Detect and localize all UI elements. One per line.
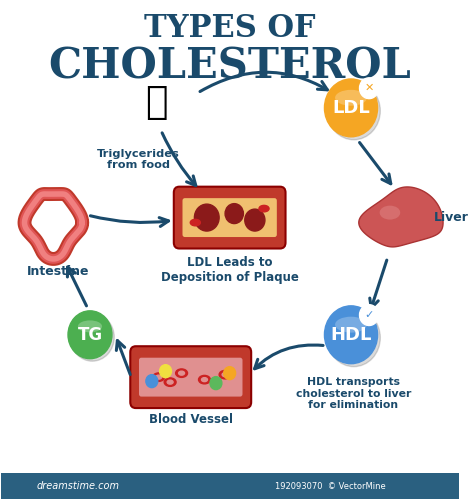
Circle shape bbox=[325, 79, 378, 137]
Ellipse shape bbox=[201, 378, 208, 382]
Text: 192093070  © VectorMine: 192093070 © VectorMine bbox=[275, 482, 386, 491]
Ellipse shape bbox=[259, 206, 269, 212]
Circle shape bbox=[225, 204, 244, 224]
Text: Triglycerides
from food: Triglycerides from food bbox=[97, 149, 180, 171]
Circle shape bbox=[210, 376, 222, 390]
Ellipse shape bbox=[155, 375, 162, 379]
FancyBboxPatch shape bbox=[182, 198, 277, 237]
Ellipse shape bbox=[380, 206, 400, 220]
Circle shape bbox=[68, 311, 112, 358]
Ellipse shape bbox=[176, 369, 188, 378]
Ellipse shape bbox=[219, 370, 231, 379]
Text: HDL transports
cholesterol to liver
for elimination: HDL transports cholesterol to liver for … bbox=[296, 377, 411, 410]
Ellipse shape bbox=[153, 373, 164, 382]
Circle shape bbox=[70, 314, 114, 361]
Text: TYPES OF: TYPES OF bbox=[144, 13, 315, 44]
FancyBboxPatch shape bbox=[139, 358, 243, 397]
Ellipse shape bbox=[167, 380, 173, 384]
Circle shape bbox=[146, 374, 158, 388]
Text: Intestine: Intestine bbox=[27, 265, 89, 278]
FancyBboxPatch shape bbox=[130, 346, 251, 408]
FancyBboxPatch shape bbox=[0, 474, 459, 500]
Circle shape bbox=[224, 366, 236, 380]
Circle shape bbox=[327, 309, 380, 366]
Text: HDL: HDL bbox=[330, 326, 372, 344]
Text: LDL: LDL bbox=[332, 99, 370, 117]
Ellipse shape bbox=[222, 372, 228, 376]
Circle shape bbox=[245, 209, 265, 231]
Text: 🍔: 🍔 bbox=[145, 85, 168, 121]
Text: TG: TG bbox=[77, 326, 102, 344]
Text: ✕: ✕ bbox=[365, 83, 374, 93]
Text: Blood Vessel: Blood Vessel bbox=[149, 413, 233, 426]
Ellipse shape bbox=[179, 371, 184, 375]
Text: dreamstime.com: dreamstime.com bbox=[37, 482, 120, 492]
FancyBboxPatch shape bbox=[174, 186, 285, 248]
Text: ✓: ✓ bbox=[365, 310, 374, 320]
Text: LDL Leads to
Deposition of Plaque: LDL Leads to Deposition of Plaque bbox=[161, 256, 299, 284]
Ellipse shape bbox=[164, 378, 176, 386]
Circle shape bbox=[359, 304, 379, 326]
Text: CHOLESTEROL: CHOLESTEROL bbox=[48, 46, 411, 88]
Circle shape bbox=[359, 78, 379, 98]
Ellipse shape bbox=[199, 376, 210, 384]
Circle shape bbox=[160, 364, 172, 378]
Circle shape bbox=[327, 82, 380, 140]
Ellipse shape bbox=[335, 316, 367, 332]
Circle shape bbox=[325, 306, 378, 364]
Circle shape bbox=[40, 208, 67, 238]
Text: Liver: Liver bbox=[433, 211, 468, 224]
Ellipse shape bbox=[335, 90, 367, 106]
Ellipse shape bbox=[78, 320, 102, 332]
Polygon shape bbox=[359, 187, 443, 247]
Circle shape bbox=[194, 204, 219, 231]
Ellipse shape bbox=[190, 220, 201, 226]
